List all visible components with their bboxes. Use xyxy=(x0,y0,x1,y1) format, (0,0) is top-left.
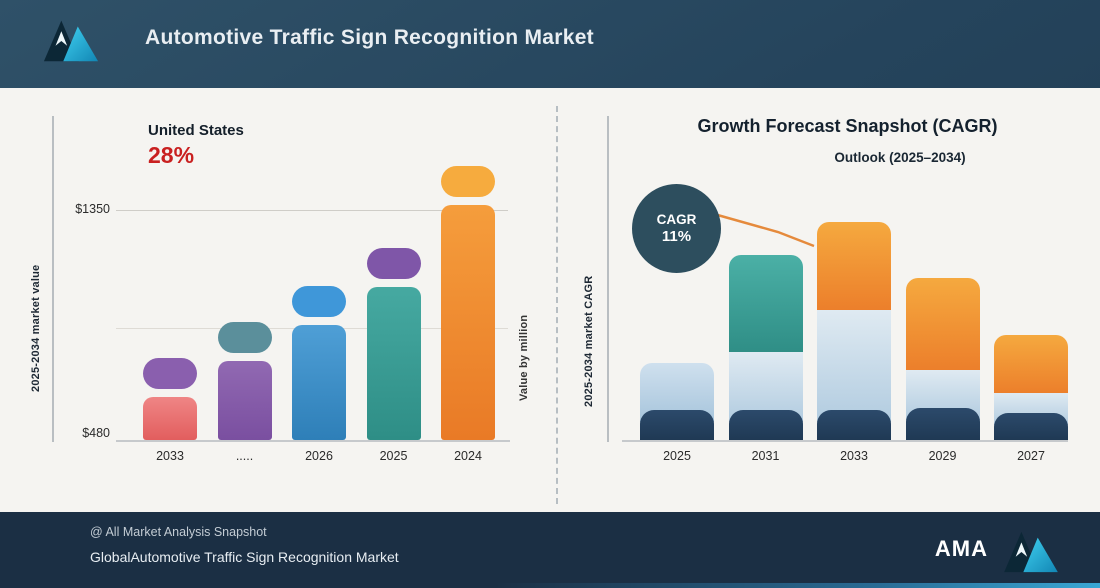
us-market-bars: 2033..... 2026 2025 2024 xyxy=(143,145,495,463)
forecast-bar-group-2025: 2025 xyxy=(640,145,714,463)
bar xyxy=(366,287,421,440)
cagr-badge: CAGR 11% xyxy=(632,184,721,273)
bar-cap xyxy=(217,322,272,353)
gridline-1350 xyxy=(116,210,508,211)
bar xyxy=(217,361,272,440)
bar-base-segment xyxy=(905,408,980,440)
left-y-axis-line xyxy=(52,116,54,442)
growth-percentage: 28% xyxy=(148,142,195,168)
bar-cap xyxy=(366,248,421,279)
bar-top-segment xyxy=(728,255,803,352)
y-tick-1350: $1350 xyxy=(75,202,110,216)
right-y-axis-line xyxy=(607,116,609,442)
panel-divider xyxy=(556,106,558,504)
footer-brand-text: AMA xyxy=(934,536,988,561)
us-bar-group-2024: 2024 xyxy=(441,145,495,463)
y-tick-480: $480 xyxy=(82,426,110,440)
bar xyxy=(143,397,197,440)
right-x-axis-line xyxy=(622,440,1068,442)
bar-top-segment xyxy=(905,278,980,370)
us-bar-group-.....: ..... xyxy=(217,145,272,463)
x-axis-label: 2026 xyxy=(305,449,333,463)
bar-cap xyxy=(292,286,346,317)
footer: @ All Market Analysis Snapshot GlobalAut… xyxy=(0,512,1100,588)
bar-base-segment xyxy=(728,410,803,440)
right-y-axis-label: 2025-2034 market CAGR xyxy=(583,275,595,407)
bar-top-segment xyxy=(817,222,891,310)
cagr-badge-label: CAGR xyxy=(656,212,697,227)
us-bar-group-2026: 2026 xyxy=(292,145,346,463)
region-label: United States xyxy=(148,122,244,139)
x-axis-label: 2033 xyxy=(840,449,868,463)
bar-base-segment xyxy=(817,410,891,440)
left-y-axis-label: 2025-2034 market value xyxy=(30,264,42,392)
x-axis-label: 2033 xyxy=(156,449,184,463)
bar-cap xyxy=(441,166,495,197)
x-axis-label: 2025 xyxy=(379,449,408,463)
forecast-bars: 2025 2031 2033 2029 2027 xyxy=(640,145,1068,463)
footer-tagline: @ All Market Analysis Snapshot xyxy=(90,525,267,539)
bar-cap xyxy=(143,358,197,389)
cagr-badge-value: 11% xyxy=(661,228,692,245)
ama-footer-logo-icon xyxy=(1002,528,1060,574)
bar-base-segment xyxy=(640,410,714,440)
bar-base-segment xyxy=(994,413,1068,440)
forecast-bar-group-2029: 2029 xyxy=(905,145,980,463)
bar-top-segment xyxy=(994,335,1068,393)
left-x-axis-line xyxy=(116,440,510,442)
x-axis-label: 2027 xyxy=(1017,449,1045,463)
bar-mid-segment xyxy=(817,310,891,422)
us-bar-group-2025: 2025 xyxy=(366,145,421,463)
content-area: $1350 $480 2025-2034 market value United… xyxy=(0,88,1100,512)
forecast-subtitle: Outlook (2025–2034) xyxy=(834,150,966,165)
value-by-million-label: Value by million xyxy=(518,314,530,402)
bar xyxy=(441,205,495,440)
forecast-title: Growth Forecast Snapshot (CAGR) xyxy=(697,116,998,136)
us-bar-group-2033: 2033 xyxy=(143,145,197,463)
x-axis-label: 2024 xyxy=(454,449,482,463)
x-axis-label: 2029 xyxy=(928,449,957,463)
bar xyxy=(292,325,346,440)
forecast-bar-group-2027: 2027 xyxy=(994,145,1068,463)
x-axis-label: ..... xyxy=(235,449,254,463)
page-title: Automotive Traffic Sign Recognition Mark… xyxy=(145,26,594,49)
forecast-bar-group-2033: 2033 xyxy=(817,145,891,463)
ama-logo-icon xyxy=(42,16,100,64)
x-axis-label: 2025 xyxy=(663,449,691,463)
forecast-bar-group-2031: 2031 xyxy=(728,145,803,463)
footer-report-title: GlobalAutomotive Traffic Sign Recognitio… xyxy=(90,549,399,565)
x-axis-label: 2031 xyxy=(751,449,780,463)
header: Automotive Traffic Sign Recognition Mark… xyxy=(0,0,1100,88)
